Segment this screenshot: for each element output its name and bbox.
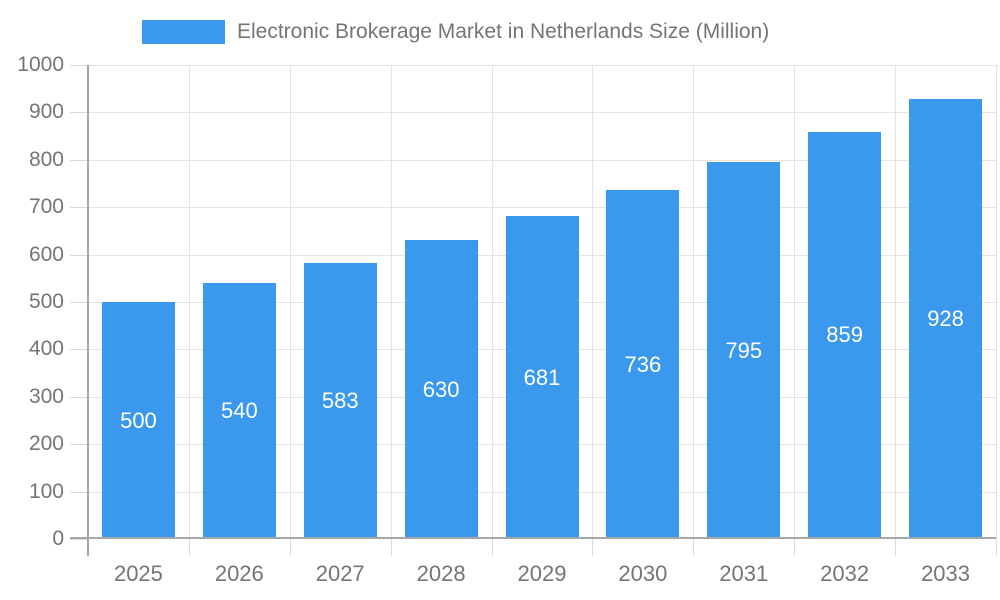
x-axis-label: 2033 [921, 561, 971, 586]
v-gridline [491, 65, 493, 539]
bar-2029[interactable]: 681 [505, 216, 579, 539]
x-tick [289, 539, 291, 556]
y-axis-label: 0 [52, 527, 64, 550]
v-gridline [794, 65, 796, 539]
x-axis-label: 2026 [214, 561, 264, 586]
y-tick [70, 254, 88, 256]
y-tick [70, 491, 88, 493]
x-tick [996, 539, 997, 556]
y-tick [70, 396, 88, 398]
x-tick [188, 539, 190, 556]
x-tick [592, 539, 594, 556]
bar-2026[interactable]: 540 [202, 283, 276, 539]
bar-value-label: 681 [523, 364, 561, 390]
x-axis-line [70, 537, 996, 539]
x-tick [794, 539, 796, 556]
y-tick [70, 207, 88, 209]
legend-item[interactable]: Electronic Brokerage Market in Netherlan… [142, 20, 769, 44]
bar-value-label: 736 [624, 351, 662, 377]
y-tick [70, 539, 88, 540]
x-axis-label: 2027 [315, 561, 365, 586]
h-gridline [88, 65, 996, 66]
y-axis-label: 400 [28, 337, 64, 361]
bar-value-label: 583 [321, 387, 359, 413]
y-tick [70, 444, 88, 446]
bar-2028[interactable]: 630 [404, 240, 478, 539]
h-gridline [88, 207, 996, 209]
bar-2025[interactable]: 500 [101, 302, 175, 539]
y-axis-label: 900 [28, 100, 64, 124]
y-axis-line [87, 65, 89, 556]
bar-value-label: 500 [120, 407, 157, 433]
v-gridline [895, 65, 897, 539]
bar-value-label: 540 [220, 398, 258, 423]
y-axis-label: 700 [28, 195, 64, 219]
y-axis-label: 500 [28, 290, 64, 313]
bar-2032[interactable]: 859 [808, 131, 882, 539]
y-tick [70, 159, 88, 161]
bar-value-label: 630 [422, 376, 460, 402]
y-axis-label: 600 [28, 242, 64, 266]
x-tick [895, 539, 897, 556]
v-gridline [188, 65, 190, 539]
x-axis-label: 2030 [618, 561, 668, 586]
legend-swatch [142, 20, 225, 44]
v-gridline [289, 65, 291, 539]
y-tick [70, 112, 88, 114]
y-tick [70, 65, 88, 66]
y-tick [70, 349, 88, 351]
y-axis-label: 100 [28, 479, 64, 503]
y-tick [70, 302, 88, 303]
bar-value-label: 795 [725, 337, 763, 363]
bar-value-label: 859 [826, 322, 864, 348]
bar-value-label: 928 [927, 306, 964, 332]
bar-2033[interactable]: 928 [909, 99, 983, 539]
y-axis-label: 300 [28, 384, 64, 408]
x-axis-label: 2029 [517, 561, 567, 586]
bar-2027[interactable]: 583 [303, 262, 377, 539]
legend-label: Electronic Brokerage Market in Netherlan… [237, 20, 770, 43]
h-gridline [88, 112, 996, 114]
y-axis-label: 800 [28, 147, 64, 171]
plot-area: 0 100 200 300 400 500 600 700 800 900 1000 500 2025 5… [17, 53, 997, 586]
bar-2031[interactable]: 795 [707, 162, 781, 539]
y-axis-label: 200 [28, 432, 64, 456]
y-axis-label: 1000 [17, 53, 64, 76]
x-axis-label: 2028 [416, 561, 466, 586]
x-axis-label: 2032 [820, 561, 870, 586]
v-gridline [996, 65, 997, 539]
v-gridline [390, 65, 392, 539]
v-gridline [592, 65, 594, 539]
x-tick [491, 539, 493, 556]
h-gridline [88, 159, 996, 161]
x-axis-label: 2031 [719, 561, 769, 586]
v-gridline [693, 65, 695, 539]
x-tick [693, 539, 695, 556]
x-tick [390, 539, 392, 556]
bar-2030[interactable]: 736 [606, 190, 680, 539]
x-axis-label: 2025 [113, 561, 163, 586]
